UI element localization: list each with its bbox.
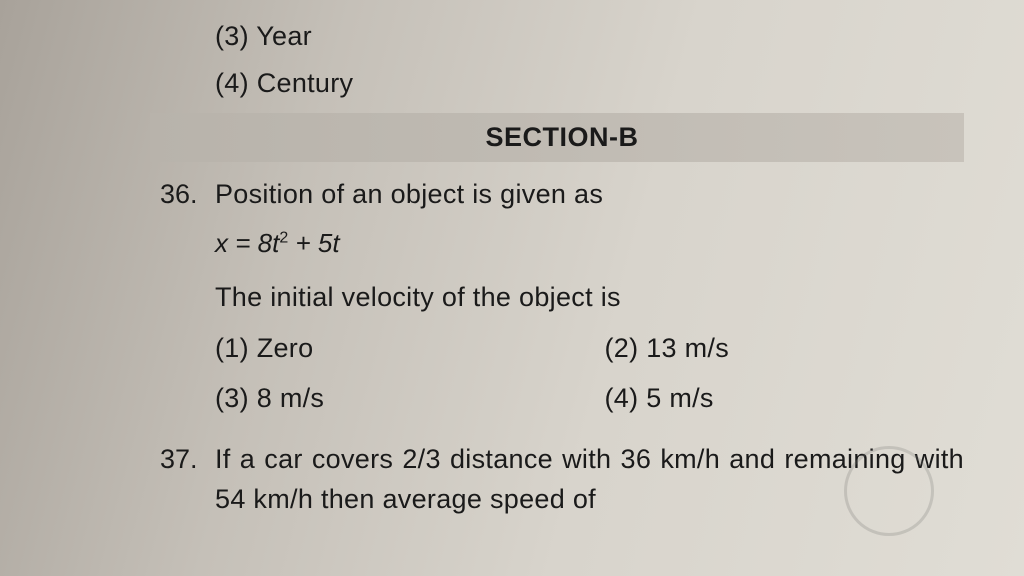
question-37: 37. If a car covers 2/3 distance with 36… (160, 439, 964, 528)
question-36: 36. Position of an object is given as x … (160, 174, 964, 429)
question-text: If a car covers 2/3 distance with 36 km/… (215, 439, 964, 520)
question-number: 37. (160, 439, 215, 528)
section-title: SECTION-B (486, 122, 639, 152)
option-1: (1) Zero (215, 328, 575, 369)
prev-option-4: (4) Century (215, 63, 964, 104)
question-number: 36. (160, 174, 215, 429)
question-body: If a car covers 2/3 distance with 36 km/… (215, 439, 964, 528)
option-text: (3) Year (215, 21, 312, 51)
options-grid: (1) Zero (2) 13 m/s (3) 8 m/s (4) 5 m/s (215, 328, 964, 419)
option-2: (2) 13 m/s (605, 328, 965, 369)
prev-option-3: (3) Year (215, 16, 964, 57)
question-body: Position of an object is given as x = 8t… (215, 174, 964, 429)
equation: x = 8t2 + 5t (215, 224, 964, 263)
question-text-line-2: The initial velocity of the object is (215, 277, 964, 318)
question-text-line-1: Position of an object is given as (215, 174, 964, 215)
exam-page: (3) Year (4) Century SECTION-B 36. Posit… (160, 16, 964, 528)
option-text: (4) Century (215, 68, 353, 98)
option-3: (3) 8 m/s (215, 378, 575, 419)
section-header: SECTION-B (150, 113, 964, 162)
option-4: (4) 5 m/s (605, 378, 965, 419)
